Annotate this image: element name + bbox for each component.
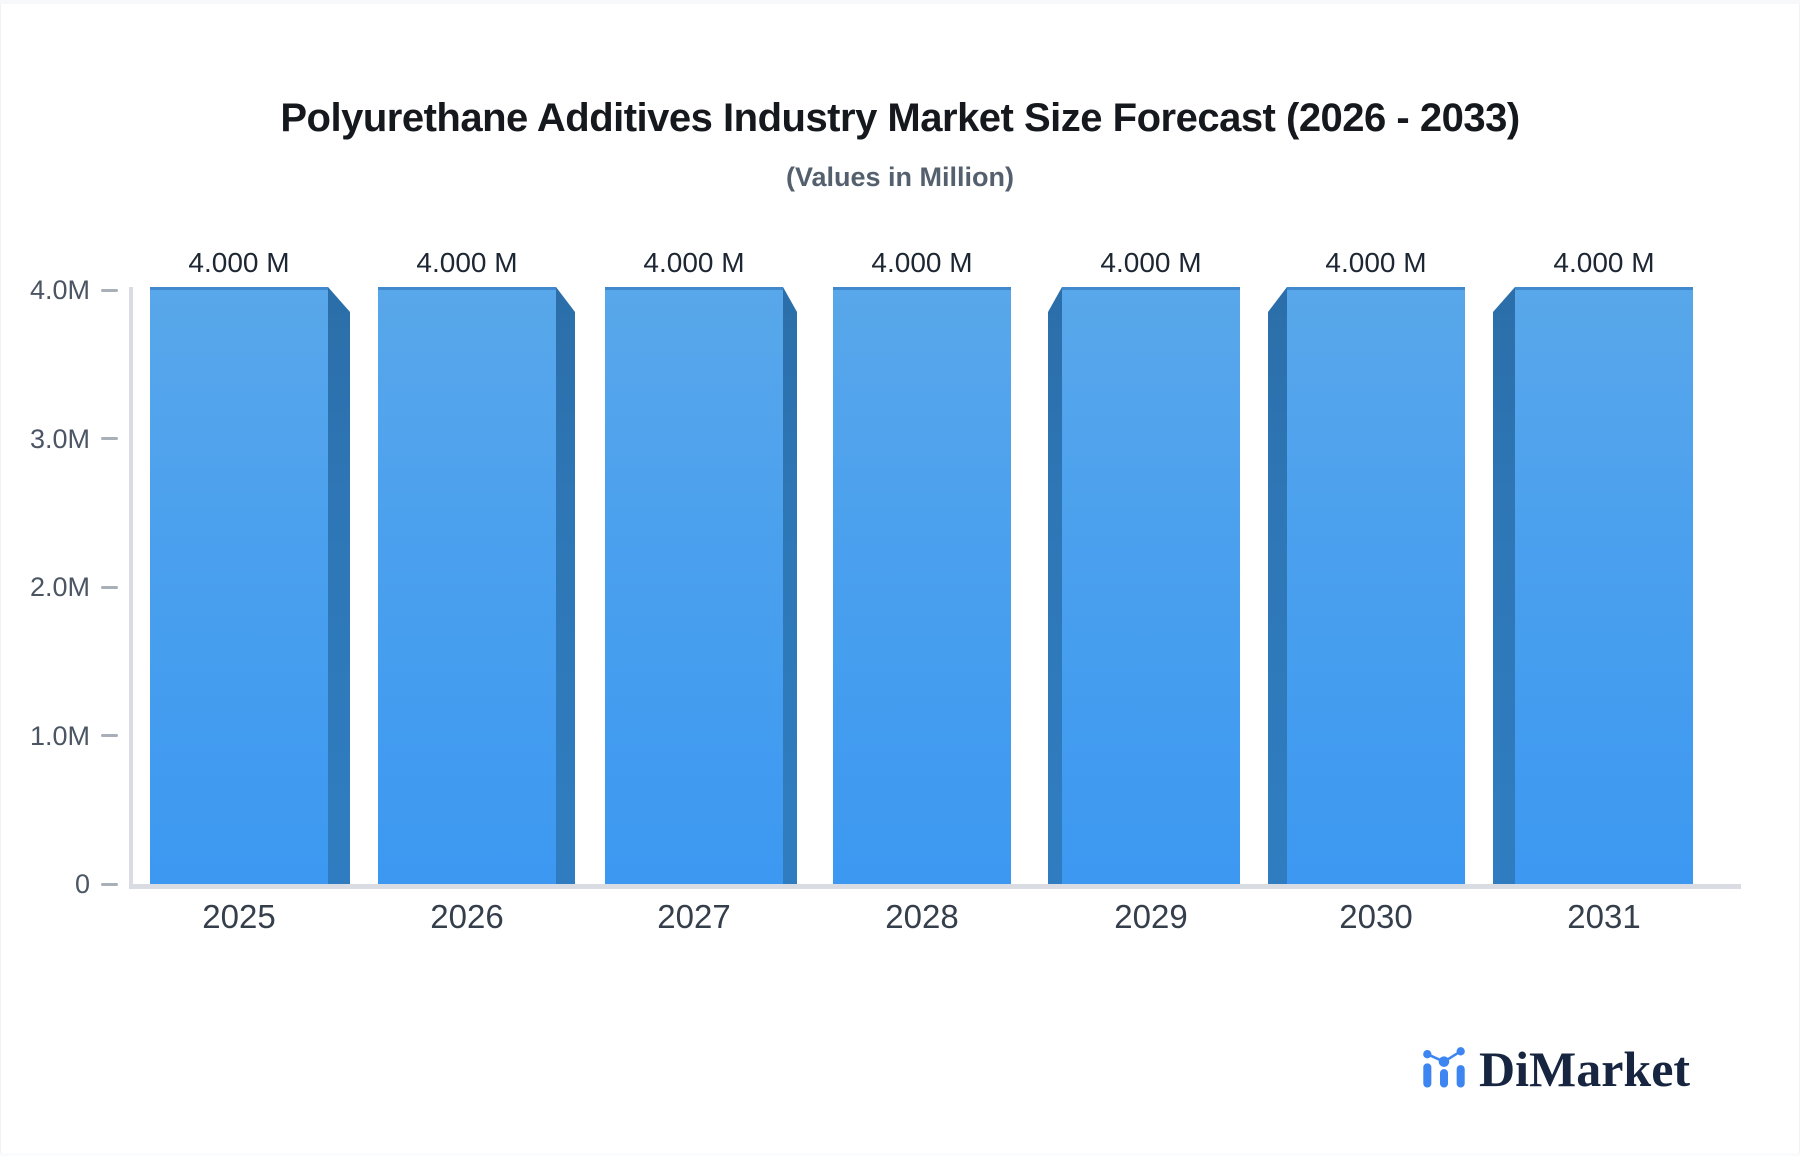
bar-line-chart-icon (1423, 1047, 1465, 1088)
bar-value-label-2028: 4.000 M (871, 247, 973, 278)
bar-2029 (1062, 287, 1240, 886)
bar-value-label-2027: 4.000 M (643, 247, 745, 278)
bar-side-face-2030 (1268, 287, 1287, 886)
x-axis-label-2027: 2027 (657, 898, 731, 935)
page-bottom-edge (0, 1153, 1800, 1156)
bar-side-face-2029 (1048, 287, 1062, 886)
bar-value-label-2031: 4.000 M (1553, 247, 1655, 278)
bar-value-label-2029: 4.000 M (1100, 247, 1202, 278)
bar-2031 (1515, 287, 1693, 886)
bar-side-face-2026 (556, 287, 575, 886)
bar-side-face-2025 (328, 287, 350, 886)
bar-value-label-2030: 4.000 M (1325, 247, 1427, 278)
y-tick-mark (101, 882, 118, 886)
y-tick-label: 2.0M (29, 572, 90, 602)
bar-2027 (605, 287, 783, 886)
x-axis-label-2026: 2026 (430, 898, 504, 935)
brand-logo: DiMarket (1421, 1042, 1690, 1094)
bar-2025 (150, 287, 328, 886)
x-axis-label-2028: 2028 (885, 898, 959, 935)
y-tick-mark (101, 734, 118, 737)
x-axis-label-2029: 2029 (1114, 898, 1188, 935)
y-axis-line (129, 287, 133, 889)
x-axis-label-2025: 2025 (202, 898, 276, 935)
bar-side-face-2031 (1493, 287, 1515, 886)
page-top-edge (0, 0, 1800, 4)
y-tick-mark (101, 437, 118, 440)
bar-2030 (1287, 287, 1465, 886)
bar-2028 (833, 287, 1011, 886)
y-tick-label: 1.0M (29, 720, 90, 751)
chart-title: Polyurethane Additives Industry Market S… (280, 96, 1520, 140)
y-tick-label: 3.0M (29, 423, 90, 454)
y-tick-mark (101, 288, 118, 292)
bar-value-label-2025: 4.000 M (188, 247, 290, 278)
bar-2026 (378, 287, 556, 886)
x-axis-label-2030: 2030 (1339, 898, 1413, 935)
x-axis-label-2031: 2031 (1567, 898, 1641, 935)
y-tick-label: 0 (74, 869, 90, 899)
bar-side-face-2027 (783, 287, 797, 886)
y-tick-label: 4.0M (29, 275, 90, 305)
brand-name: DiMarket (1479, 1041, 1691, 1097)
y-tick-mark (101, 585, 118, 589)
chart-subtitle: (Values in Million) (785, 162, 1015, 192)
bar-value-label-2026: 4.000 M (416, 247, 518, 278)
x-axis-line (129, 884, 1741, 889)
